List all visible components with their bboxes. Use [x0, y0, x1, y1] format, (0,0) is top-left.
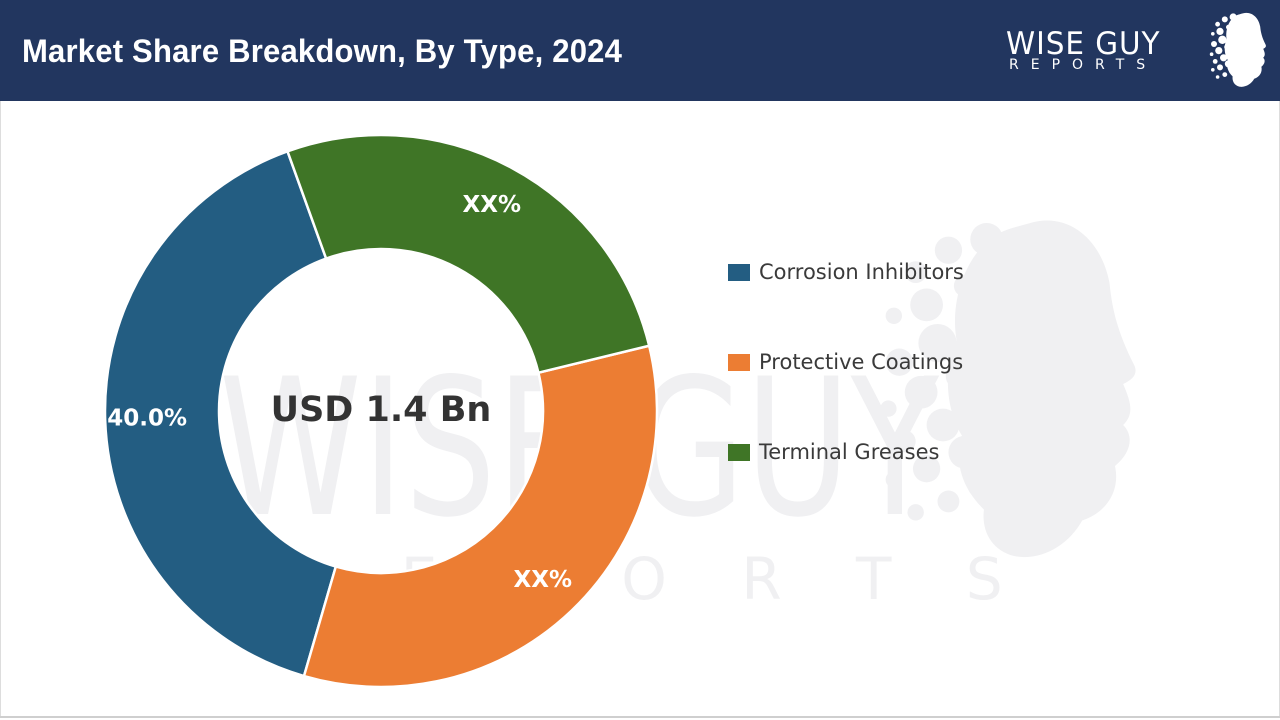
donut-center-label: USD 1.4 Bn — [270, 390, 492, 430]
legend-item: Terminal Greases — [728, 435, 964, 469]
logo-name: WISE GUY — [1006, 26, 1161, 62]
legend-item: Protective Coatings — [728, 345, 964, 379]
legend-swatch-icon — [728, 353, 750, 371]
legend-item: Corrosion Inhibitors — [728, 255, 964, 289]
wiseguy-face-icon — [1209, 12, 1266, 87]
legend: Corrosion Inhibitors Protective Coatings T… — [728, 255, 964, 525]
legend-swatch-icon — [728, 443, 750, 461]
legend-label: Terminal Greases — [759, 440, 940, 464]
legend-label: Protective Coatings — [759, 350, 964, 374]
page-title: Market Share Breakdown, By Type, 2024 — [22, 33, 623, 69]
footer-divider — [0, 716, 1280, 718]
legend-label: Corrosion Inhibitors — [759, 260, 964, 284]
logo-subtitle: REPORTS — [1009, 57, 1158, 73]
legend-swatch-icon — [728, 263, 750, 281]
header-bar: Market Share Breakdown, By Type, 2024 WI… — [0, 0, 1280, 101]
wiseguy-logo: WISE GUY REPORTS — [1006, 4, 1268, 96]
